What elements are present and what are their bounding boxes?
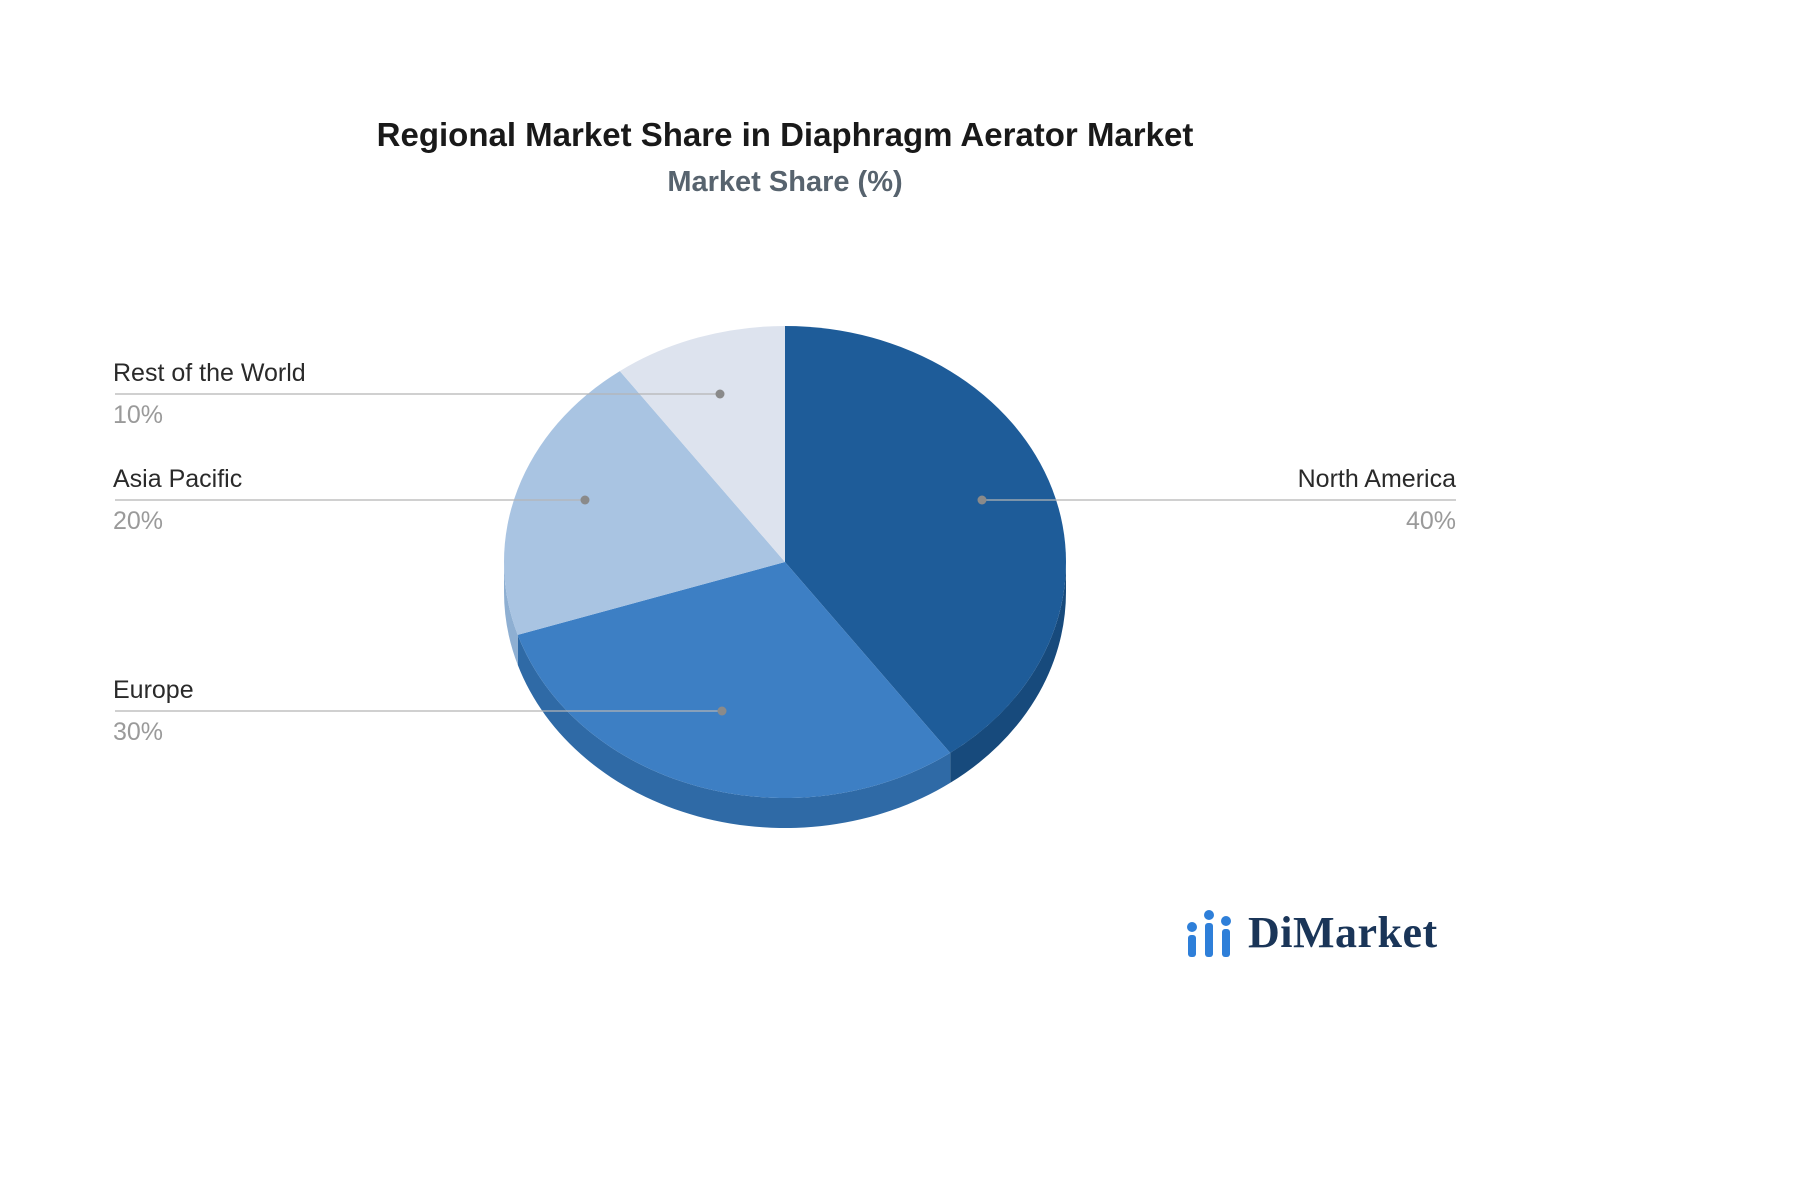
slice-label-rest-of-the-world: Rest of the World 10%	[113, 358, 306, 430]
pie-slice-asia-pacific[interactable]	[503, 371, 785, 635]
slice-label-name: Europe	[113, 676, 194, 704]
leader-dot-rest-of-the-world	[715, 389, 725, 399]
brand-logo: DiMarket	[1186, 902, 1438, 962]
slice-label-value: 10%	[113, 401, 164, 429]
brand-icon-dot	[1204, 910, 1214, 920]
leader-dot-north-america	[977, 495, 987, 505]
chart-title: Regional Market Share in Diaphragm Aerat…	[376, 116, 1194, 153]
bar-chart-icon	[1187, 910, 1231, 957]
slice-label-name: Asia Pacific	[113, 465, 243, 493]
leader-dot-asia-pacific	[580, 495, 590, 505]
slice-label-value: 20%	[113, 507, 164, 535]
brand-icon-bar	[1222, 929, 1230, 957]
brand-text: DiMarket	[1248, 907, 1438, 957]
slice-label-value: 30%	[113, 718, 164, 746]
pie-slice-side-europe	[517, 634, 951, 829]
pie-slice-rest-of-the-world[interactable]	[619, 326, 785, 562]
brand-icon-dot	[1187, 922, 1197, 932]
slice-label-name: North America	[1297, 465, 1456, 493]
pie-slice-north-america[interactable]	[785, 326, 1067, 753]
leader-dot-europe	[717, 706, 727, 716]
slice-label-north-america: North America 40%	[1298, 464, 1456, 536]
chart-subtitle: Market Share (%)	[667, 166, 903, 198]
brand-icon-bar	[1205, 923, 1213, 957]
slice-label-name: Rest of the World	[113, 359, 306, 387]
pie-slice-europe[interactable]	[517, 562, 951, 799]
slice-label-asia-pacific: Asia Pacific 20%	[113, 464, 242, 536]
brand-icon-bar	[1188, 935, 1196, 957]
slice-label-europe: Europe 30%	[113, 675, 194, 747]
slice-label-value: 40%	[1405, 507, 1456, 535]
brand-icon-dot	[1221, 916, 1231, 926]
pie-slice-side-north-america	[950, 562, 1066, 783]
pie-slice-side-asia-pacific	[504, 562, 518, 665]
